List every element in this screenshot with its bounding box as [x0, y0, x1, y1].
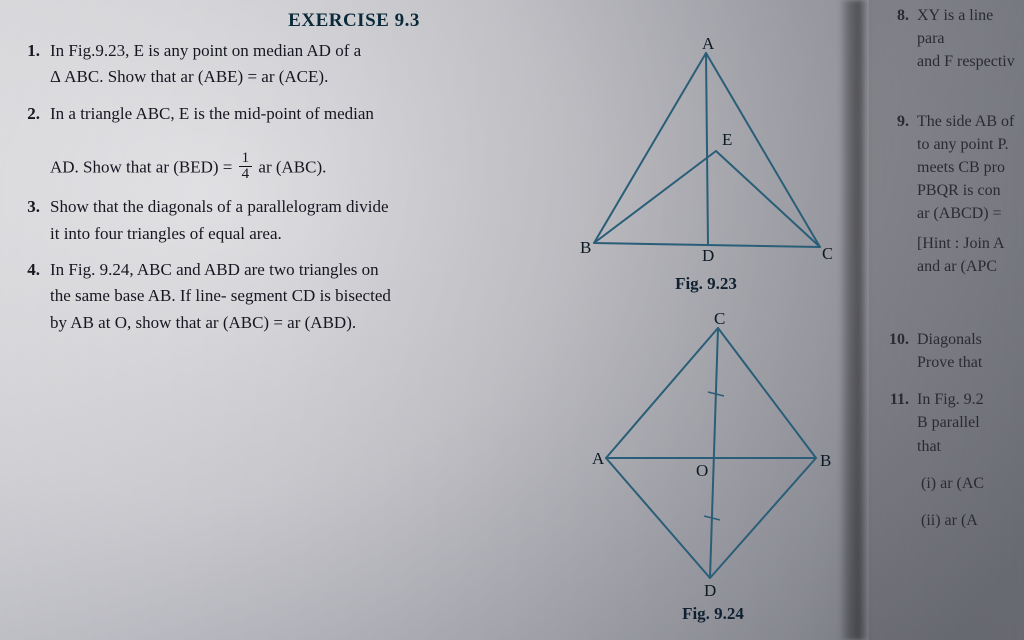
question-body: In Fig.9.23, E is any point on median AD…: [50, 38, 554, 91]
vertex-label-d: D: [704, 581, 716, 600]
text-line: B parallel: [917, 411, 1020, 434]
vertex-label-c: C: [822, 244, 832, 263]
vertex-label-c: C: [714, 310, 725, 328]
exercise-heading: EXERCISE 9.3: [254, 10, 454, 32]
text-line: Δ ABC. Show that ar (ABE) = ar (ACE).: [50, 67, 328, 86]
text-line: Prove that: [917, 351, 1020, 374]
figure-9-23-svg: A B C D E: [580, 30, 832, 270]
right-page-cropped: 8. XY is a line para and F respectiv 9. …: [869, 0, 1024, 640]
text-line: it into four triangles of equal area.: [50, 224, 282, 243]
text-line: and ar (APC: [917, 255, 1020, 278]
question-list: 1. In Fig.9.23, E is any point on median…: [14, 38, 554, 346]
textbook-page: EXERCISE 9.3 1. In Fig.9.23, E is any po…: [0, 0, 1024, 640]
text-line: ar (ABCD) =: [917, 202, 1020, 225]
text-line: meets CB pro: [917, 156, 1020, 179]
question-number: 8.: [887, 4, 917, 74]
segment-be: [594, 151, 716, 243]
question-number: 1.: [14, 38, 50, 91]
diagonal-cd: [710, 328, 718, 578]
question-number: 9.: [887, 110, 917, 278]
text-line: Diagonals: [917, 328, 1020, 351]
vertex-label-a: A: [702, 34, 715, 53]
question-11-partial: 11. In Fig. 9.2 B parallel that: [887, 388, 1020, 458]
vertex-label-b: B: [820, 451, 831, 470]
text-line: that: [917, 435, 1020, 458]
question-body: Diagonals Prove that: [917, 328, 1020, 374]
text-line: Show that the diagonals of a parallelogr…: [50, 197, 389, 216]
fraction-denominator: 4: [239, 167, 253, 182]
sub-item-i: (i) ar (AC: [887, 472, 1020, 495]
question-number: 4.: [14, 257, 50, 336]
figure-9-24: A B C D O Fig. 9.24: [592, 310, 834, 624]
figure-9-23: A B C D E Fig. 9.23: [580, 30, 832, 294]
segment-ce: [716, 151, 820, 247]
text-line: In Fig. 9.24, ABC and ABD are two triang…: [50, 260, 379, 279]
question-body: Show that the diagonals of a parallelogr…: [50, 194, 554, 247]
text-line: and F respectiv: [917, 50, 1020, 73]
question-number: 2.: [14, 101, 50, 185]
text-line: by AB at O, show that ar (ABC) = ar (ABD…: [50, 313, 356, 332]
figure-caption: Fig. 9.23: [580, 274, 832, 294]
median-ad: [706, 53, 708, 245]
fraction: 1 4: [239, 151, 253, 182]
vertex-label-e: E: [722, 130, 732, 149]
question-number: 3.: [14, 194, 50, 247]
sub-item-ii: (ii) ar (A: [887, 509, 1020, 532]
left-page-content: EXERCISE 9.3 1. In Fig.9.23, E is any po…: [14, 10, 864, 630]
question-4: 4. In Fig. 9.24, ABC and ABD are two tri…: [14, 257, 554, 336]
question-3: 3. Show that the diagonals of a parallel…: [14, 194, 554, 247]
vertex-label-d: D: [702, 246, 714, 265]
text-line: In Fig.9.23, E is any point on median AD…: [50, 41, 361, 60]
text-line: In Fig. 9.2: [917, 388, 1020, 411]
question-number: 11.: [887, 388, 917, 458]
figure-9-24-svg: A B C D O: [592, 310, 834, 600]
hint-line: [Hint : Join A: [917, 232, 1020, 255]
question-10-partial: 10. Diagonals Prove that: [887, 328, 1020, 374]
question-number: 10.: [887, 328, 917, 374]
text-line: AD. Show that ar (BED) =: [50, 158, 232, 177]
vertex-label-o: O: [696, 461, 708, 480]
question-body: XY is a line para and F respectiv: [917, 4, 1020, 74]
question-1: 1. In Fig.9.23, E is any point on median…: [14, 38, 554, 91]
question-2: 2. In a triangle ABC, E is the mid-point…: [14, 101, 554, 185]
text-line: to any point P.: [917, 133, 1020, 156]
text-line: PBQR is con: [917, 179, 1020, 202]
question-body: In Fig. 9.24, ABC and ABD are two triang…: [50, 257, 554, 336]
figure-caption: Fig. 9.24: [592, 604, 834, 624]
text-line: ar (ABC).: [258, 158, 326, 177]
question-body: The side AB of to any point P. meets CB …: [917, 110, 1020, 278]
question-9-partial: 9. The side AB of to any point P. meets …: [887, 110, 1020, 278]
question-body: In a triangle ABC, E is the mid-point of…: [50, 101, 554, 185]
text-line: the same base AB. If line- segment CD is…: [50, 286, 391, 305]
question-body: In Fig. 9.2 B parallel that: [917, 388, 1020, 458]
vertex-label-a: A: [592, 449, 605, 468]
fraction-numerator: 1: [239, 151, 253, 167]
vertex-label-b: B: [580, 238, 591, 257]
text-line: In a triangle ABC, E is the mid-point of…: [50, 104, 374, 123]
text-line: XY is a line para: [917, 4, 1020, 50]
text-line: The side AB of: [917, 110, 1020, 133]
question-8-partial: 8. XY is a line para and F respectiv: [887, 4, 1020, 74]
